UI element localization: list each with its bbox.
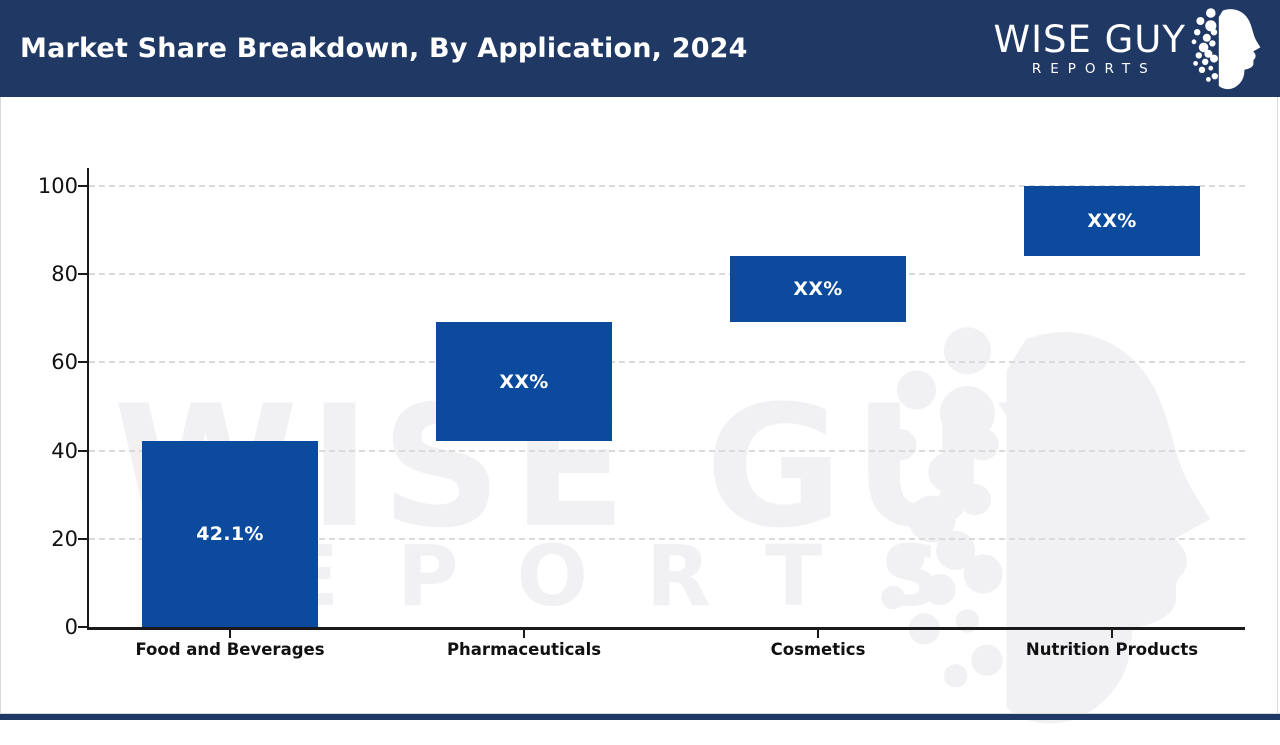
y-tick-label-80: 80	[51, 262, 78, 287]
x-axis-tick-0	[229, 630, 231, 638]
y-axis-tick-100	[78, 185, 87, 187]
gridline-80	[89, 273, 1245, 276]
bar-value-label: XX%	[793, 278, 843, 301]
wiseguy-logo-line2: REPORTS	[1031, 60, 1157, 77]
wiseguy-face-logo-icon	[1191, 7, 1261, 89]
wiseguy-logo-text: WISE GUY REPORTS	[994, 21, 1186, 77]
y-tick-label-100: 100	[37, 174, 78, 198]
y-tick-label-20: 20	[51, 526, 78, 551]
x-axis-line	[87, 627, 1245, 630]
bar-cosmetics: XX%	[730, 256, 906, 323]
header-banner: Market Share Breakdown, By Application, …	[0, 0, 1280, 97]
x-axis-tick-3	[1111, 630, 1113, 638]
x-category-label: Pharmaceuticals	[446, 640, 602, 659]
footer-bar	[0, 714, 1280, 720]
x-category-label: Nutrition Products	[1025, 640, 1199, 659]
gridline-40	[89, 449, 1245, 452]
bar-value-label: XX%	[1087, 210, 1137, 233]
y-axis-tick-40	[78, 449, 87, 452]
gridline-20	[89, 537, 1245, 540]
bar-pharmaceuticals: XX%	[436, 322, 612, 442]
gridline-60	[89, 361, 1245, 364]
y-axis-tick-0	[78, 626, 87, 628]
chart-page: { "header": { "title": "Market Share Bre…	[0, 0, 1280, 724]
bar-nutrition-products: XX%	[1024, 186, 1200, 257]
wiseguy-face-watermark-icon	[873, 327, 1211, 724]
wiseguy-logo-line1: WISE GUY	[993, 17, 1186, 61]
wiseguy-logo: WISE GUY REPORTS	[994, 5, 1266, 93]
chart-title: Market Share Breakdown, By Application, …	[20, 33, 748, 64]
y-tick-label-60: 60	[51, 350, 78, 375]
x-axis-tick-2	[817, 630, 819, 638]
y-axis-tick-60	[78, 361, 87, 364]
footer-divider	[0, 713, 1280, 714]
y-tick-label-40: 40	[51, 438, 78, 463]
bar-value-label: XX%	[499, 370, 549, 393]
x-axis-tick-1	[523, 630, 525, 638]
y-axis-tick-80	[78, 273, 87, 276]
x-category-label: Food and Beverages	[135, 640, 325, 659]
bar-value-label: 42.1%	[196, 523, 264, 546]
x-category-label: Cosmetics	[770, 640, 866, 659]
y-tick-label-0: 0	[64, 615, 78, 639]
gridline-100	[89, 185, 1245, 187]
bar-food-and-beverages: 42.1%	[142, 441, 318, 627]
y-axis-tick-20	[78, 537, 87, 540]
y-axis-line	[87, 168, 89, 627]
